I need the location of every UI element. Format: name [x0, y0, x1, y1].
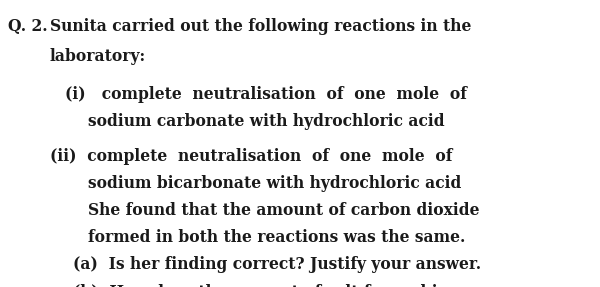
Text: (a)  Is her finding correct? Justify your answer.: (a) Is her finding correct? Justify your…: [73, 256, 481, 273]
Text: sodium carbonate with hydrochloric acid: sodium carbonate with hydrochloric acid: [88, 113, 445, 130]
Text: (b)  How does the amount of salt formed in: (b) How does the amount of salt formed i…: [73, 283, 449, 287]
Text: sodium bicarbonate with hydrochloric acid: sodium bicarbonate with hydrochloric aci…: [88, 175, 461, 192]
Text: (i)   complete  neutralisation  of  one  mole  of: (i) complete neutralisation of one mole …: [65, 86, 467, 103]
Text: She found that the amount of carbon dioxide: She found that the amount of carbon diox…: [88, 202, 479, 219]
Text: (ii)  complete  neutralisation  of  one  mole  of: (ii) complete neutralisation of one mole…: [50, 148, 452, 165]
Text: Q. 2.: Q. 2.: [8, 18, 47, 35]
Text: laboratory:: laboratory:: [50, 48, 146, 65]
Text: Sunita carried out the following reactions in the: Sunita carried out the following reactio…: [50, 18, 472, 35]
Text: formed in both the reactions was the same.: formed in both the reactions was the sam…: [88, 229, 466, 246]
